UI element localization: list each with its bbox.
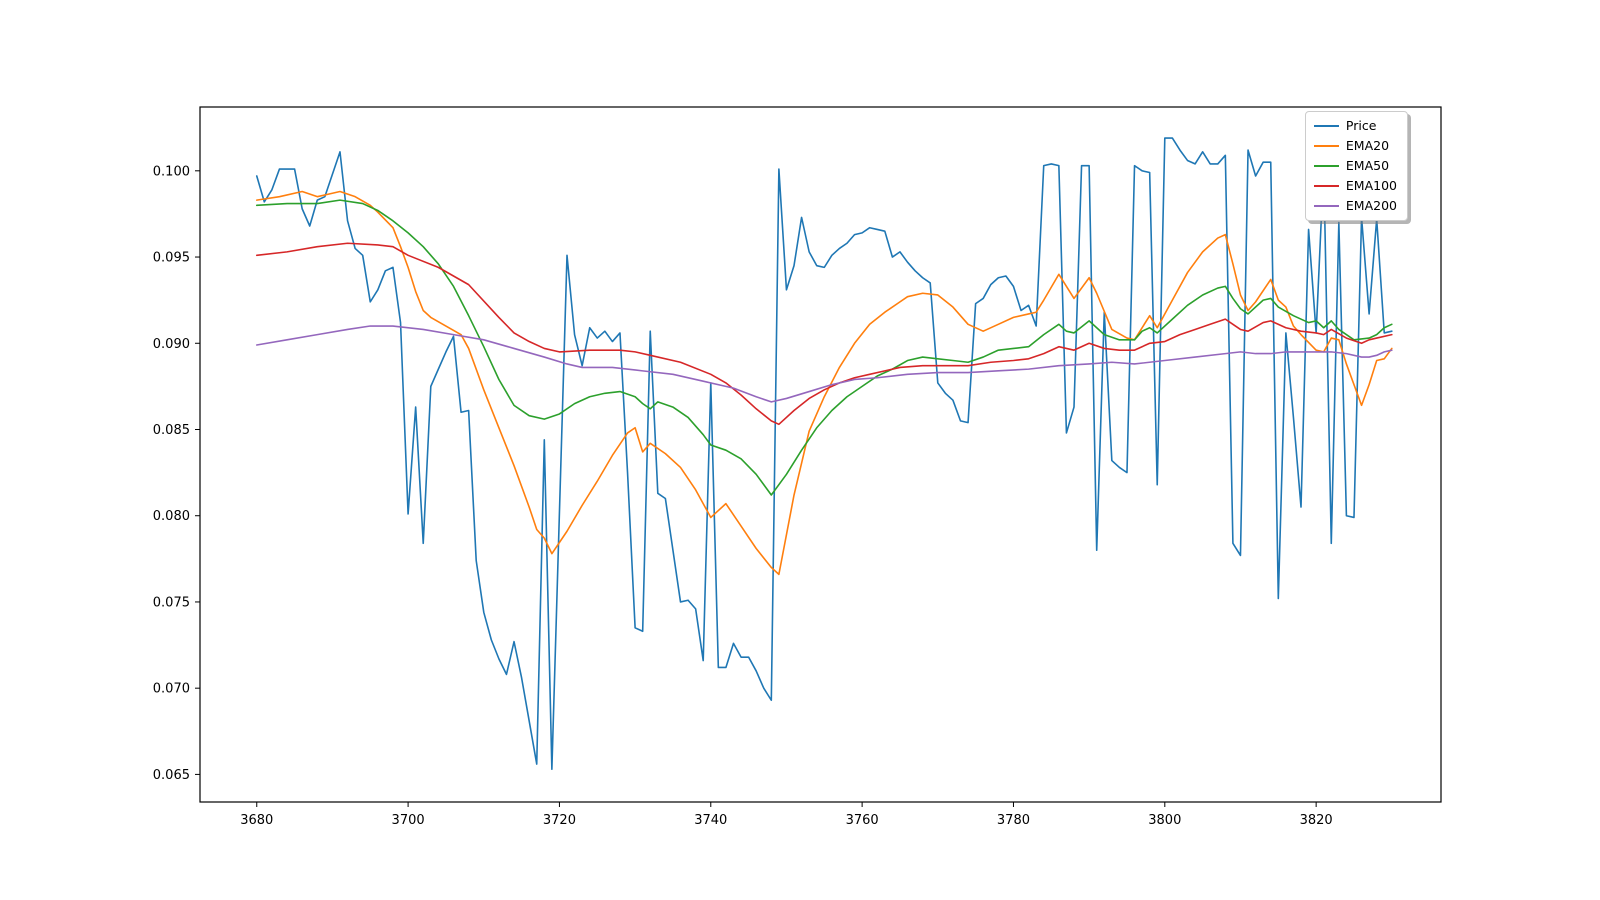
x-tick-label: 3680: [240, 813, 273, 828]
x-tick-label: 3800: [1148, 813, 1181, 828]
price-line: [255, 137, 1393, 771]
ema200-line: [255, 325, 1393, 403]
legend-label-ema200: EMA200: [1345, 198, 1397, 213]
legend-label-ema100: EMA100: [1345, 178, 1397, 193]
legend-label-price: Price: [1345, 118, 1377, 133]
legend-item-price: Price: [1313, 118, 1397, 133]
legend-swatch-price: [1313, 125, 1339, 127]
legend-item-ema100: EMA100: [1313, 178, 1397, 193]
legend-label-ema50: EMA50: [1345, 158, 1390, 173]
legend-swatch-ema20: [1313, 145, 1339, 147]
ema20-line: [255, 190, 1393, 576]
y-tick-label: 0.095: [153, 251, 190, 266]
legend-swatch-ema200: [1313, 205, 1339, 207]
ema50-line: [255, 199, 1393, 496]
y-tick-label: 0.090: [153, 337, 190, 352]
x-tick-label: 3760: [846, 813, 879, 828]
y-tick-label: 0.100: [153, 164, 190, 179]
legend: Price EMA20 EMA50 EMA100 EMA200: [1304, 111, 1408, 221]
x-tick-label: 3700: [392, 813, 425, 828]
legend-item-ema20: EMA20: [1313, 138, 1397, 153]
legend-swatch-ema50: [1313, 165, 1339, 167]
y-tick-label: 0.085: [153, 423, 190, 438]
x-tick-label: 3780: [997, 813, 1030, 828]
x-tick-label: 3740: [694, 813, 727, 828]
legend-item-ema200: EMA200: [1313, 198, 1397, 213]
y-tick-label: 0.080: [153, 509, 190, 524]
x-tick-label: 3720: [543, 813, 576, 828]
y-tick-label: 0.075: [153, 595, 190, 610]
x-tick-label: 3820: [1300, 813, 1333, 828]
y-tick-label: 0.065: [153, 768, 190, 783]
legend-item-ema50: EMA50: [1313, 158, 1397, 173]
legend-swatch-ema100: [1313, 185, 1339, 187]
plot-border: [199, 106, 1442, 803]
y-tick-label: 0.070: [153, 682, 190, 697]
ema100-line: [255, 242, 1393, 426]
legend-label-ema20: EMA20: [1345, 138, 1390, 153]
